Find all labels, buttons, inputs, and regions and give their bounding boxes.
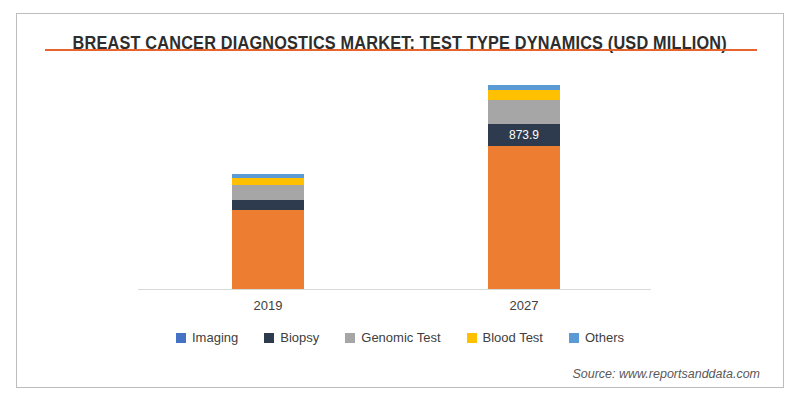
legend-item-imaging[interactable]: Imaging (176, 331, 238, 344)
legend-swatch-genomic-test-icon (345, 333, 355, 343)
bar-segment-2027-genomic-test[interactable] (488, 100, 560, 124)
legend-item-blood-test[interactable]: Blood Test (467, 331, 543, 344)
stacked-bar-2027: 873.9 (488, 85, 560, 290)
legend-swatch-biopsy-icon (264, 333, 274, 343)
x-axis-label-2019: 2019 (232, 298, 304, 313)
legend-swatch-others-icon (569, 333, 579, 343)
bar-segment-2027-blood-test[interactable] (488, 90, 560, 100)
legend-label-biopsy: Biopsy (280, 331, 319, 344)
x-axis-line (138, 289, 651, 290)
data-label-biopsy-2027: 873.9 (509, 129, 539, 141)
legend-label-imaging: Imaging (192, 331, 238, 344)
bar-segment-2027-others[interactable] (488, 85, 560, 90)
legend-item-genomic-test[interactable]: Genomic Test (345, 331, 440, 344)
bar-segment-2027-biopsy[interactable]: 873.9 (488, 124, 560, 146)
bar-segment-2019-biopsy[interactable] (232, 200, 304, 210)
source-attribution: Source: www.reportsanddata.com (572, 367, 760, 381)
legend-label-genomic-test: Genomic Test (361, 331, 440, 344)
bar-segment-2019-blood-test[interactable] (232, 178, 304, 185)
legend-swatch-imaging-icon (176, 333, 186, 343)
title-underline-rule (45, 49, 757, 51)
bar-segment-2019-genomic-test[interactable] (232, 185, 304, 200)
legend-label-blood-test: Blood Test (483, 331, 543, 344)
legend: Imaging Biopsy Genomic Test Blood Test O… (0, 331, 800, 344)
legend-item-others[interactable]: Others (569, 331, 624, 344)
bar-segment-2019-imaging[interactable] (232, 210, 304, 290)
stacked-bar-2019 (232, 174, 304, 290)
legend-item-biopsy[interactable]: Biopsy (264, 331, 319, 344)
bar-segment-2019-others[interactable] (232, 174, 304, 178)
legend-swatch-blood-test-icon (467, 333, 477, 343)
legend-label-others: Others (585, 331, 624, 344)
bar-segment-2027-imaging[interactable] (488, 146, 560, 290)
x-axis-label-2027: 2027 (488, 298, 560, 313)
